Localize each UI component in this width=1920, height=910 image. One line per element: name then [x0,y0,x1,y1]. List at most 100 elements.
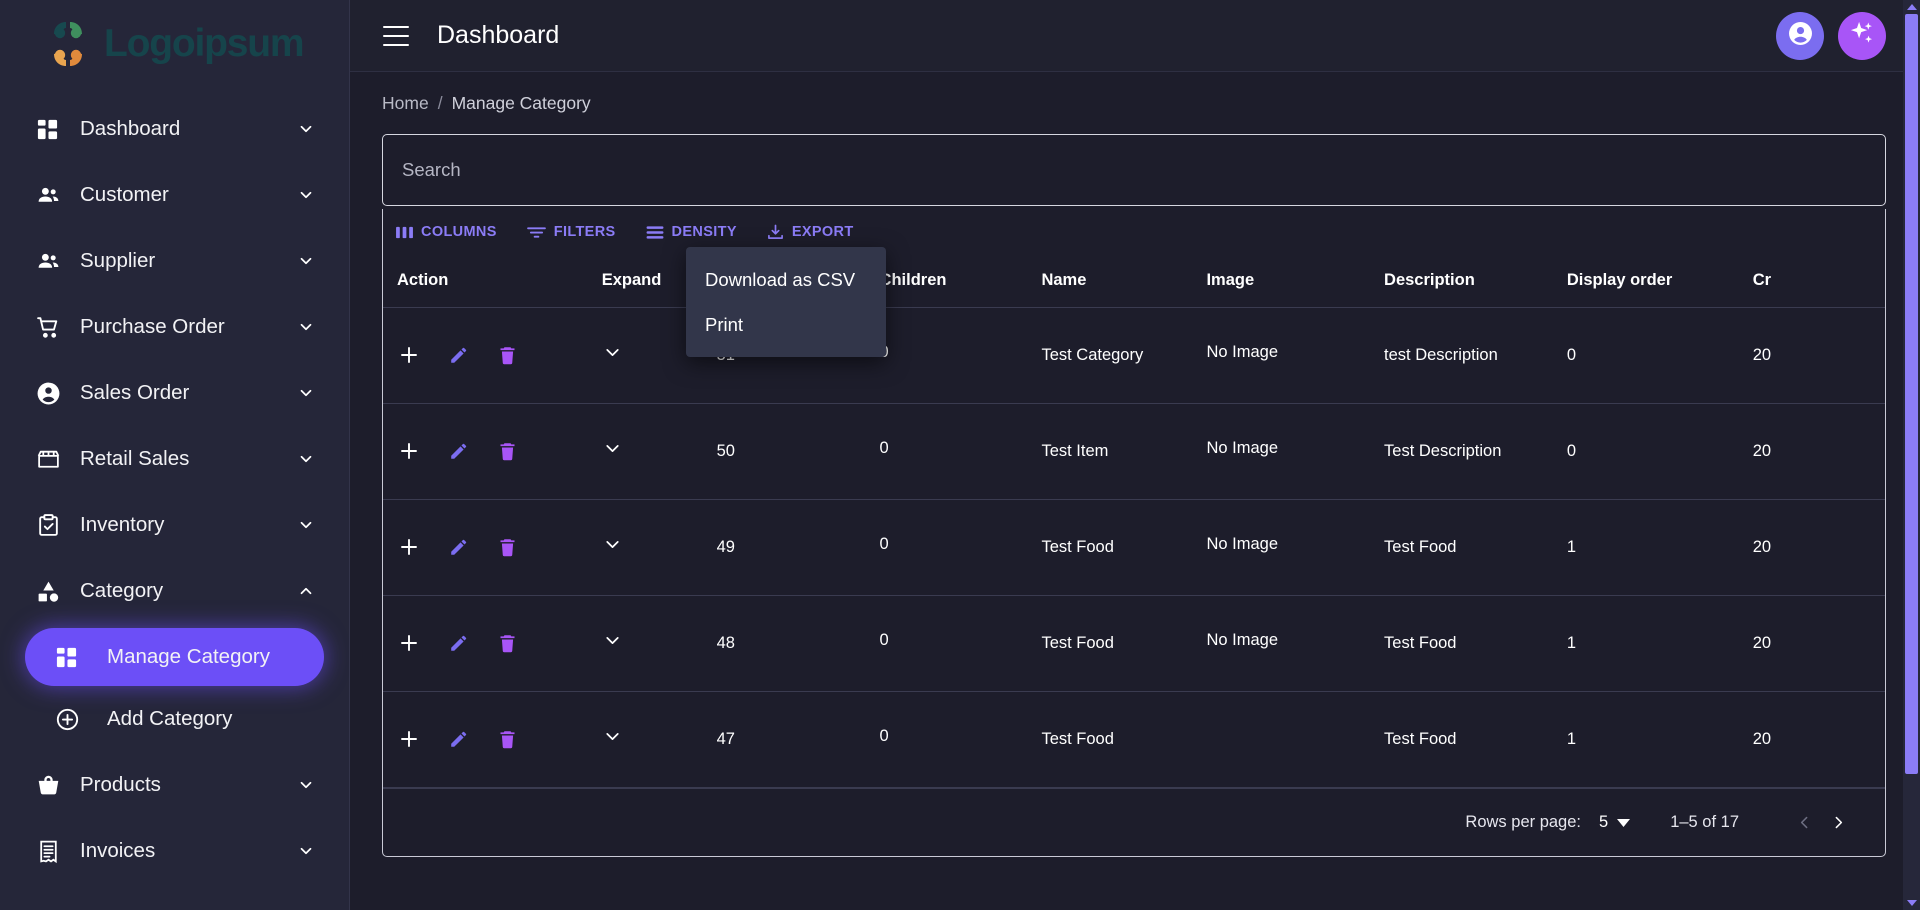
row-expand-cell[interactable] [587,691,703,788]
cell-id: 47 [702,691,866,788]
column-header-display-order[interactable]: Display order [1552,255,1739,308]
rows-per-page-value: 5 [1599,812,1609,831]
grid-icon [55,646,89,669]
column-header-image[interactable]: Image [1192,255,1371,308]
chevron-down-icon[interactable] [295,776,317,794]
sidebar-item-sales-order[interactable]: Sales Order [0,360,349,426]
page-scrollbar[interactable] [1903,0,1920,910]
edit-icon[interactable] [448,440,470,462]
filters-button[interactable]: Filters [526,224,616,240]
row-expand-cell[interactable] [587,499,703,596]
store-icon [36,447,70,472]
row-expand-cell[interactable] [587,307,703,404]
sidebar-item-invoices[interactable]: Invoices [0,818,349,884]
ai-assistant-button[interactable] [1838,11,1886,60]
scrollbar-thumb[interactable] [1905,14,1918,774]
chevron-down-icon[interactable] [602,726,623,747]
sidebar-item-label: Dashboard [80,117,181,140]
chevron-down-icon [1617,813,1631,832]
chevron-down-icon[interactable] [295,252,317,270]
chevron-down-icon[interactable] [295,120,317,138]
edit-icon[interactable] [448,728,470,750]
hamburger-icon[interactable] [383,25,409,46]
add-icon[interactable] [397,439,421,463]
table-row[interactable]: 49 0 Test Food No Image Test Food 1 20 [383,496,1885,596]
delete-icon[interactable] [497,729,518,750]
column-header-children[interactable]: Children [865,255,1028,308]
search-input[interactable]: Search [382,134,1886,206]
cell-image-thumbnail[interactable] [1192,691,1371,788]
chevron-down-icon[interactable] [295,450,317,468]
basket-icon [36,773,70,798]
sidebar-item-customer[interactable]: Customer [0,162,349,228]
chevron-down-icon[interactable] [295,318,317,336]
logoipsum-mark-icon [42,18,94,70]
edit-icon[interactable] [448,632,470,654]
sidebar-item-products[interactable]: Products [0,752,349,818]
edit-icon[interactable] [448,344,470,366]
column-header-created[interactable]: Cr [1738,255,1885,308]
chevron-down-icon[interactable] [295,384,317,402]
table-row[interactable]: 48 0 Test Food No Image Test Food 1 20 [383,592,1885,692]
cell-name: Test Food [1027,499,1193,596]
column-header-expand[interactable]: Expand [587,255,703,308]
sidebar-item-label: Inventory [80,513,165,536]
delete-icon[interactable] [497,537,518,558]
row-actions-cell [383,499,588,596]
chevron-down-icon[interactable] [602,630,623,651]
sidebar-item-supplier[interactable]: Supplier [0,228,349,294]
cell-image: No Image [1192,496,1371,593]
chevron-down-icon[interactable] [295,516,317,534]
sidebar-item-dashboard[interactable]: Dashboard [0,96,349,162]
delete-icon[interactable] [497,633,518,654]
sidebar-item-add-category[interactable]: Add Category [25,690,324,748]
row-expand-cell[interactable] [587,595,703,692]
chevron-down-icon[interactable] [295,842,317,860]
export-menu-item-download-csv[interactable]: Download as CSV [705,268,856,290]
add-icon[interactable] [397,727,421,751]
user-avatar-button[interactable] [1776,11,1824,60]
add-icon[interactable] [397,535,421,559]
chevron-up-icon[interactable] [295,582,317,600]
column-header-description[interactable]: Description [1370,255,1553,308]
cell-name: Test Food [1027,691,1193,788]
previous-page-button[interactable] [1787,805,1821,839]
export-button[interactable]: Export [767,224,854,240]
scroll-down-arrow-icon[interactable] [1903,896,1920,910]
table-row[interactable]: 47 0 Test Food [383,688,1885,788]
scroll-up-arrow-icon[interactable] [1903,0,1920,14]
cell-id: 50 [702,403,866,500]
chevron-down-icon[interactable] [602,342,623,363]
export-menu: Download as CSV Print [686,247,886,357]
columns-button[interactable]: Columns [396,224,497,240]
add-icon[interactable] [397,631,421,655]
density-button[interactable]: Density [646,224,737,240]
sidebar-item-inventory[interactable]: Inventory [0,492,349,558]
sidebar-item-purchase-order[interactable]: Purchase Order [0,294,349,360]
delete-icon[interactable] [497,345,518,366]
next-page-button[interactable] [1821,805,1855,839]
delete-icon[interactable] [497,441,518,462]
cell-id: 48 [702,595,866,692]
row-expand-cell[interactable] [587,403,703,500]
breadcrumb-home[interactable]: Home [382,92,429,113]
breadcrumb-separator: / [437,92,443,113]
chevron-down-icon[interactable] [602,438,623,459]
export-menu-item-print[interactable]: Print [705,313,744,335]
sidebar-item-category[interactable]: Category [0,558,349,624]
column-header-action[interactable]: Action [383,255,588,308]
rows-per-page-select[interactable]: 5 [1599,812,1631,832]
sidebar-item-manage-category[interactable]: Manage Category [25,628,324,686]
chevron-down-icon[interactable] [602,534,623,555]
table-row[interactable]: 50 0 Test Item No Image Test Description… [383,400,1885,500]
sidebar-item-retail-sales[interactable]: Retail Sales [0,426,349,492]
column-header-name[interactable]: Name [1027,255,1193,308]
edit-icon[interactable] [448,536,470,558]
brand-logo[interactable]: Logoipsum [0,0,349,88]
cell-created: 20 [1738,307,1885,404]
table-row[interactable]: 51 0 Test Category No Image test Descrip… [383,304,1885,404]
add-icon[interactable] [397,343,421,367]
cell-created: 20 [1738,403,1885,500]
chevron-down-icon[interactable] [295,186,317,204]
